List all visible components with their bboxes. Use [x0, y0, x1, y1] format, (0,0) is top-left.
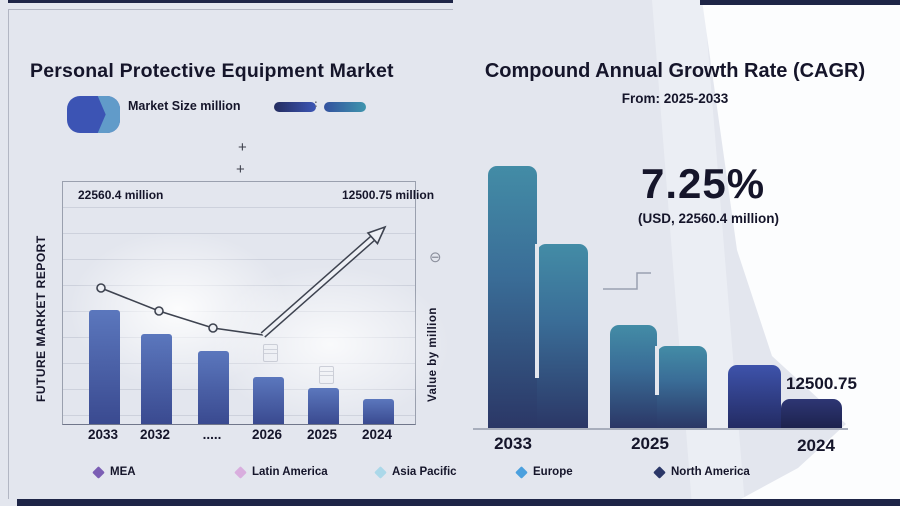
right-chart-title: Compound Annual Growth Rate (CAGR)	[484, 60, 866, 82]
value-label-12500: 12500.75	[786, 374, 857, 393]
plus-icon: +	[236, 161, 245, 178]
cagr-bar-2033-a	[488, 166, 537, 428]
market-size-icon-facet	[97, 96, 120, 133]
top-left-accent-strip	[8, 0, 453, 3]
ratio-pill-left	[274, 102, 316, 112]
legend-item-europe: Europe	[515, 465, 573, 479]
rx-label-2025: 2025	[631, 434, 669, 453]
bar-gap-slit	[655, 346, 659, 395]
legend-diamond-icon	[515, 465, 528, 479]
x-label-dots: .....	[202, 427, 222, 442]
ratio-separator: :	[314, 98, 318, 110]
x-label-2024: 2024	[361, 427, 393, 442]
legend-item-latin-america: Latin America	[234, 465, 328, 479]
start-value-label: 22560.4 million	[78, 188, 164, 202]
step-line-decor	[603, 272, 651, 290]
legend-diamond-icon	[92, 465, 105, 479]
bottom-accent-strip	[17, 499, 900, 506]
rx-label-2024: 2024	[797, 436, 835, 455]
legend-diamond-icon	[653, 465, 666, 479]
legend-diamond-icon	[234, 465, 247, 479]
legend-diamond-icon	[374, 465, 387, 479]
cagr-detail: (USD, 22560.4 million)	[638, 211, 780, 226]
cagr-bar-2024-a	[728, 365, 781, 428]
document-icon	[319, 366, 334, 384]
legend-label: North America	[671, 466, 750, 478]
left-chart-plot-area	[62, 181, 448, 425]
minus-circle-icon: ⊖	[429, 249, 442, 266]
bar-2024	[363, 399, 394, 424]
cagr-value: 7.25%	[641, 160, 766, 207]
bar-2026	[253, 377, 284, 424]
top-right-accent-strip	[700, 0, 900, 5]
cagr-bar-2025-a	[610, 325, 657, 428]
rx-label-2033: 2033	[494, 434, 532, 453]
watermark-vertical-text: FUTURE MARKET REPORT	[34, 235, 48, 403]
plus-icon: +	[238, 139, 247, 156]
legend-label: Europe	[533, 466, 573, 478]
right-chart-subtitle: From: 2025-2033	[621, 91, 729, 106]
cagr-bar-2033-b	[537, 244, 588, 428]
x-label-2033: 2033	[87, 427, 119, 442]
end-value-label: 12500.75 million	[342, 188, 435, 202]
x-label-2032: 2032	[139, 427, 171, 442]
bar-2025	[308, 388, 339, 424]
trend-line-and-arrow	[96, 225, 387, 338]
cagr-bar-2024-b	[781, 399, 842, 428]
x-label-2026: 2026	[251, 427, 283, 442]
legend-item-mea: MEA	[92, 465, 136, 479]
market-size-icon	[67, 96, 120, 133]
x-label-2025: 2025	[306, 427, 338, 442]
ratio-pill-right	[324, 102, 366, 112]
left-chart-title: Personal Protective Equipment Market	[30, 60, 394, 82]
legend-item-asia-pacific: Asia Pacific	[374, 465, 457, 479]
bar-2032	[141, 334, 172, 424]
bar-dots	[198, 351, 229, 424]
market-size-label: Market Size million	[128, 99, 241, 113]
bar-gap-slit	[535, 244, 539, 378]
cagr-bar-2025-b	[657, 346, 707, 428]
legend-item-north-america: North America	[653, 465, 750, 479]
legend-label: Latin America	[252, 466, 328, 478]
right-chart-axis	[473, 428, 848, 430]
legend-label: Asia Pacific	[392, 466, 457, 478]
document-icon	[263, 344, 278, 362]
y-axis-label: Value by million	[427, 307, 439, 403]
top-frame-line	[8, 9, 453, 10]
left-frame-line	[8, 9, 9, 499]
legend-label: MEA	[110, 466, 136, 478]
bar-2033	[89, 310, 120, 424]
